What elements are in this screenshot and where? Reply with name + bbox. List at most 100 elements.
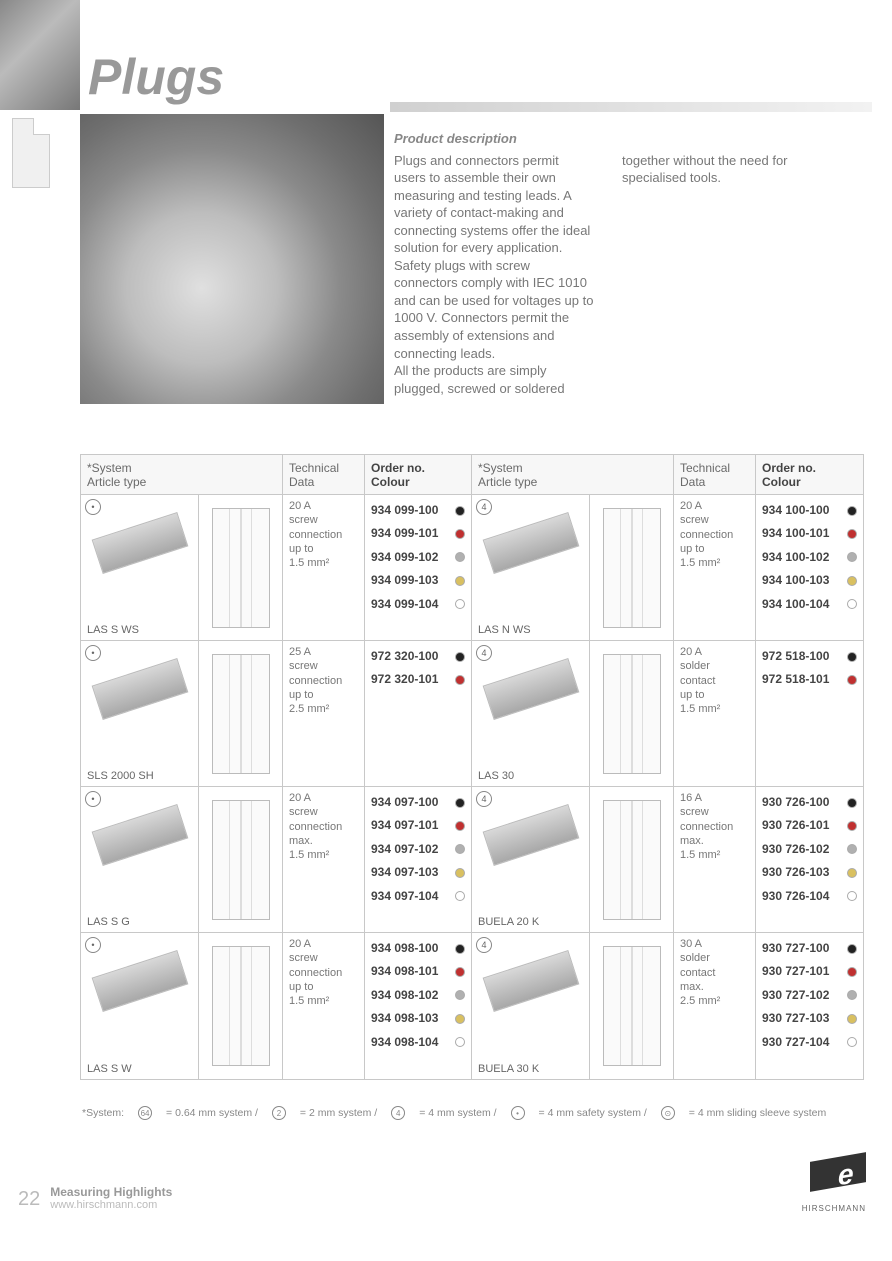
technical-data: 16 A screw connection max. 1.5 mm²: [674, 787, 756, 932]
colour-swatch: [847, 798, 857, 808]
system-badge: •: [85, 937, 101, 953]
colour-swatch: [847, 652, 857, 662]
product-photo: [91, 658, 188, 720]
order-line: 934 098-104: [371, 1031, 465, 1054]
order-line: 934 097-102: [371, 838, 465, 861]
product-table: *SystemArticle type TechnicalData Order …: [80, 454, 864, 1080]
colour-swatch: [455, 652, 465, 662]
legend-text: = 4 mm safety system /: [539, 1107, 647, 1119]
order-line: 972 518-101: [762, 668, 857, 691]
product-photo: [482, 804, 579, 866]
colour-swatch: [847, 967, 857, 977]
table-row: 4LAS N WS20 A screw connection up to 1.5…: [472, 495, 863, 641]
table-header: *SystemArticle type TechnicalData Order …: [472, 455, 863, 495]
table-row: 4BUELA 30 K30 A solder contact max. 2.5 …: [472, 933, 863, 1079]
section-tab-shape: [12, 118, 50, 188]
legend-text: = 0.64 mm system /: [166, 1107, 258, 1119]
description-heading: Product description: [394, 130, 854, 148]
page-footer: 22 Measuring Highlights www.hirschmann.c…: [18, 1185, 172, 1211]
order-line: 930 726-100: [762, 791, 857, 814]
product-photo: [482, 512, 579, 574]
order-line: 934 098-103: [371, 1007, 465, 1030]
corner-photo: [0, 0, 80, 110]
product-photo: [91, 512, 188, 574]
system-badge: •: [85, 791, 101, 807]
colour-swatch: [455, 599, 465, 609]
table-row: 4BUELA 20 K16 A screw connection max. 1.…: [472, 787, 863, 933]
legend-text: = 2 mm system /: [300, 1107, 377, 1119]
order-line: 934 098-101: [371, 960, 465, 983]
colour-swatch: [847, 576, 857, 586]
technical-data: 20 A screw connection max. 1.5 mm²: [283, 787, 365, 932]
hero-photo: [80, 114, 384, 404]
technical-data: 20 A screw connection up to 1.5 mm²: [674, 495, 756, 640]
order-line: 934 099-102: [371, 546, 465, 569]
article-name: LAS S W: [87, 1063, 192, 1075]
order-numbers: 930 726-100930 726-101930 726-102930 726…: [756, 787, 863, 932]
colour-swatch: [455, 990, 465, 1000]
description-col2: together without the need for specialise…: [622, 152, 822, 398]
system-badge: 4: [476, 645, 492, 661]
table-row: • LAS S G 20 A screw connection max. 1.5 m…: [81, 787, 471, 933]
order-line: 934 097-100: [371, 791, 465, 814]
article-name: LAS S G: [87, 916, 192, 928]
decorative-gradient: [390, 102, 872, 112]
order-line: 930 727-100: [762, 937, 857, 960]
system-badge: •: [85, 499, 101, 515]
order-numbers: 934 100-100934 100-101934 100-102934 100…: [756, 495, 863, 640]
colour-swatch: [847, 944, 857, 954]
legend-badge: ⊙: [661, 1106, 675, 1120]
product-description: Product description Plugs and connectors…: [394, 130, 854, 397]
technical-drawing: [603, 946, 661, 1066]
product-photo: [91, 950, 188, 1012]
order-numbers: 934 098-100934 098-101934 098-102934 098…: [365, 933, 471, 1079]
colour-swatch: [847, 675, 857, 685]
colour-swatch: [455, 1014, 465, 1024]
page-title: Plugs: [88, 48, 224, 106]
order-line: 934 099-101: [371, 522, 465, 545]
system-badge: 4: [476, 499, 492, 515]
technical-data: 20 A screw connection up to 1.5 mm²: [283, 933, 365, 1079]
system-badge: •: [85, 645, 101, 661]
technical-drawing: [212, 508, 270, 628]
order-line: 934 100-104: [762, 593, 857, 616]
order-line: 934 100-103: [762, 569, 857, 592]
order-line: 930 726-103: [762, 861, 857, 884]
technical-drawing: [212, 946, 270, 1066]
technical-drawing: [212, 800, 270, 920]
colour-swatch: [455, 798, 465, 808]
order-line: 934 099-100: [371, 499, 465, 522]
colour-swatch: [455, 844, 465, 854]
order-line: 930 726-104: [762, 885, 857, 908]
order-line: 930 727-103: [762, 1007, 857, 1030]
order-line: 930 727-101: [762, 960, 857, 983]
order-line: 930 727-104: [762, 1031, 857, 1054]
order-line: 934 099-104: [371, 593, 465, 616]
description-col1: Plugs and connectors permit users to ass…: [394, 152, 594, 398]
legend-text: = 4 mm sliding sleeve system: [689, 1107, 826, 1119]
order-line: 934 100-101: [762, 522, 857, 545]
order-line: 934 097-101: [371, 814, 465, 837]
brand-logo: e HIRSCHMANN: [810, 1157, 866, 1213]
system-badge: 4: [476, 937, 492, 953]
footer-url: www.hirschmann.com: [50, 1199, 172, 1211]
system-legend: *System:64= 0.64 mm system /2= 2 mm syst…: [82, 1106, 864, 1120]
technical-drawing: [603, 508, 661, 628]
colour-swatch: [847, 599, 857, 609]
legend-badge: 64: [138, 1106, 152, 1120]
colour-swatch: [847, 990, 857, 1000]
order-numbers: 972 518-100972 518-101: [756, 641, 863, 786]
table-row: 4LAS 3020 A solder contact up to 1.5 mm²…: [472, 641, 863, 787]
table-right-half: *SystemArticle type TechnicalData Order …: [472, 455, 863, 1079]
colour-swatch: [455, 868, 465, 878]
table-row: •SLS 2000 SH25 A screw connection up to …: [81, 641, 471, 787]
order-line: 934 099-103: [371, 569, 465, 592]
order-line: 934 097-103: [371, 861, 465, 884]
order-line: 972 518-100: [762, 645, 857, 668]
colour-swatch: [847, 1014, 857, 1024]
colour-swatch: [847, 552, 857, 562]
article-name: SLS 2000 SH: [87, 770, 192, 782]
technical-drawing: [212, 654, 270, 774]
colour-swatch: [455, 1037, 465, 1047]
table-left-half: *SystemArticle type TechnicalData Order …: [81, 455, 472, 1079]
